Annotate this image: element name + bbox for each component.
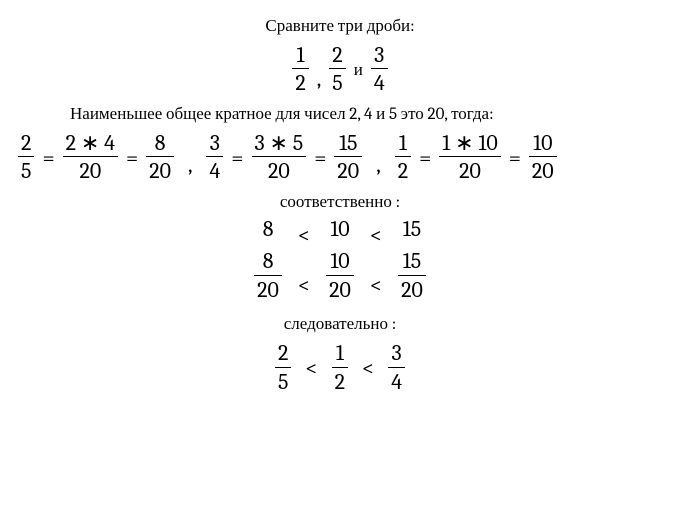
fraction: 1 2 [332,340,348,396]
numerator: 10 [529,130,557,157]
numerator: 10 [326,248,354,275]
comma: , [188,152,193,186]
denominator: 4 [371,69,388,98]
fraction: 10 20 [326,248,354,304]
numerator: 1 [332,340,348,367]
comma: , [376,152,381,186]
fraction: 3 4 [388,340,405,396]
denominator: 4 [206,157,223,186]
numerator: 1 [395,130,411,157]
equations-row: 2 5 = 2 ∗ 4 20 = 8 20 , 3 4 = 3 ∗ 5 20 =… [0,130,680,186]
fraction: 15 20 [334,130,362,186]
number: 8 [263,216,274,242]
fraction: 3 ∗ 5 20 [252,130,307,186]
numerator: 2 [18,130,34,157]
title-line: Сравните три дроби: [0,16,680,36]
and-word: и [354,60,363,80]
less-than: < [362,355,374,381]
numerator: 15 [334,130,362,157]
denominator: 5 [329,69,345,98]
less-than: < [298,272,310,298]
less-than: < [298,222,310,248]
intro-fractions-row: 1 2 , 2 5 и 3 4 [0,42,680,98]
fraction: 2 5 [18,130,34,186]
numerator: 3 [388,340,405,367]
therefore-label: следовательно : [0,314,680,334]
denominator: 20 [252,157,307,186]
equals: = [231,145,243,171]
denominator: 5 [18,157,34,186]
fraction: 1 2 [292,42,308,98]
denominator: 20 [254,276,282,305]
numerator: 1 [292,42,308,69]
final-comparison-row: 2 5 < 1 2 < 3 4 [0,340,680,396]
denominator: 20 [529,157,557,186]
numerator: 2 [329,42,345,69]
fraction: 10 20 [529,130,557,186]
respectively-label: соответственно : [0,192,680,212]
equals: = [509,145,521,171]
comparison-block-1: 8 8 20 < < 10 10 20 < < 15 15 20 [0,216,680,304]
denominator: 4 [388,368,405,397]
equals: = [314,145,326,171]
fraction: 1 2 [395,130,411,186]
denominator: 20 [439,157,500,186]
denominator: 20 [63,157,118,186]
equals: = [126,145,138,171]
denominator: 2 [332,368,348,397]
denominator: 2 [395,157,411,186]
denominator: 20 [398,276,426,305]
numerator: 8 [146,130,174,157]
numerator: 3 [206,130,223,157]
denominator: 5 [275,368,291,397]
fraction: 3 4 [206,130,223,186]
denominator: 20 [326,276,354,305]
number: 15 [403,216,421,242]
fraction: 15 20 [398,248,426,304]
numerator: 2 ∗ 4 [63,130,118,157]
fraction: 1 ∗ 10 20 [439,130,500,186]
number: 10 [330,216,349,242]
comma: , [317,66,322,98]
fraction: 2 ∗ 4 20 [63,130,118,186]
fraction: 3 4 [371,42,388,98]
equals: = [42,145,54,171]
less-than: < [370,272,382,298]
fraction: 8 20 [254,248,282,304]
math-document: Сравните три дроби: 1 2 , 2 5 и 3 4 Наим… [0,0,680,396]
less-than: < [370,222,382,248]
numerator: 3 ∗ 5 [252,130,307,157]
numerator: 15 [398,248,426,275]
numerator: 3 [371,42,388,69]
fraction: 2 5 [275,340,291,396]
numerator: 1 ∗ 10 [439,130,500,157]
denominator: 20 [146,157,174,186]
numerator: 8 [254,248,282,275]
fraction: 2 5 [329,42,345,98]
denominator: 2 [292,69,308,98]
fraction: 8 20 [146,130,174,186]
lcm-statement: Наименьшее общее кратное для чисел 2, 4 … [0,104,680,124]
equals: = [419,145,431,171]
less-than: < [305,355,317,381]
denominator: 20 [334,157,362,186]
numerator: 2 [275,340,291,367]
